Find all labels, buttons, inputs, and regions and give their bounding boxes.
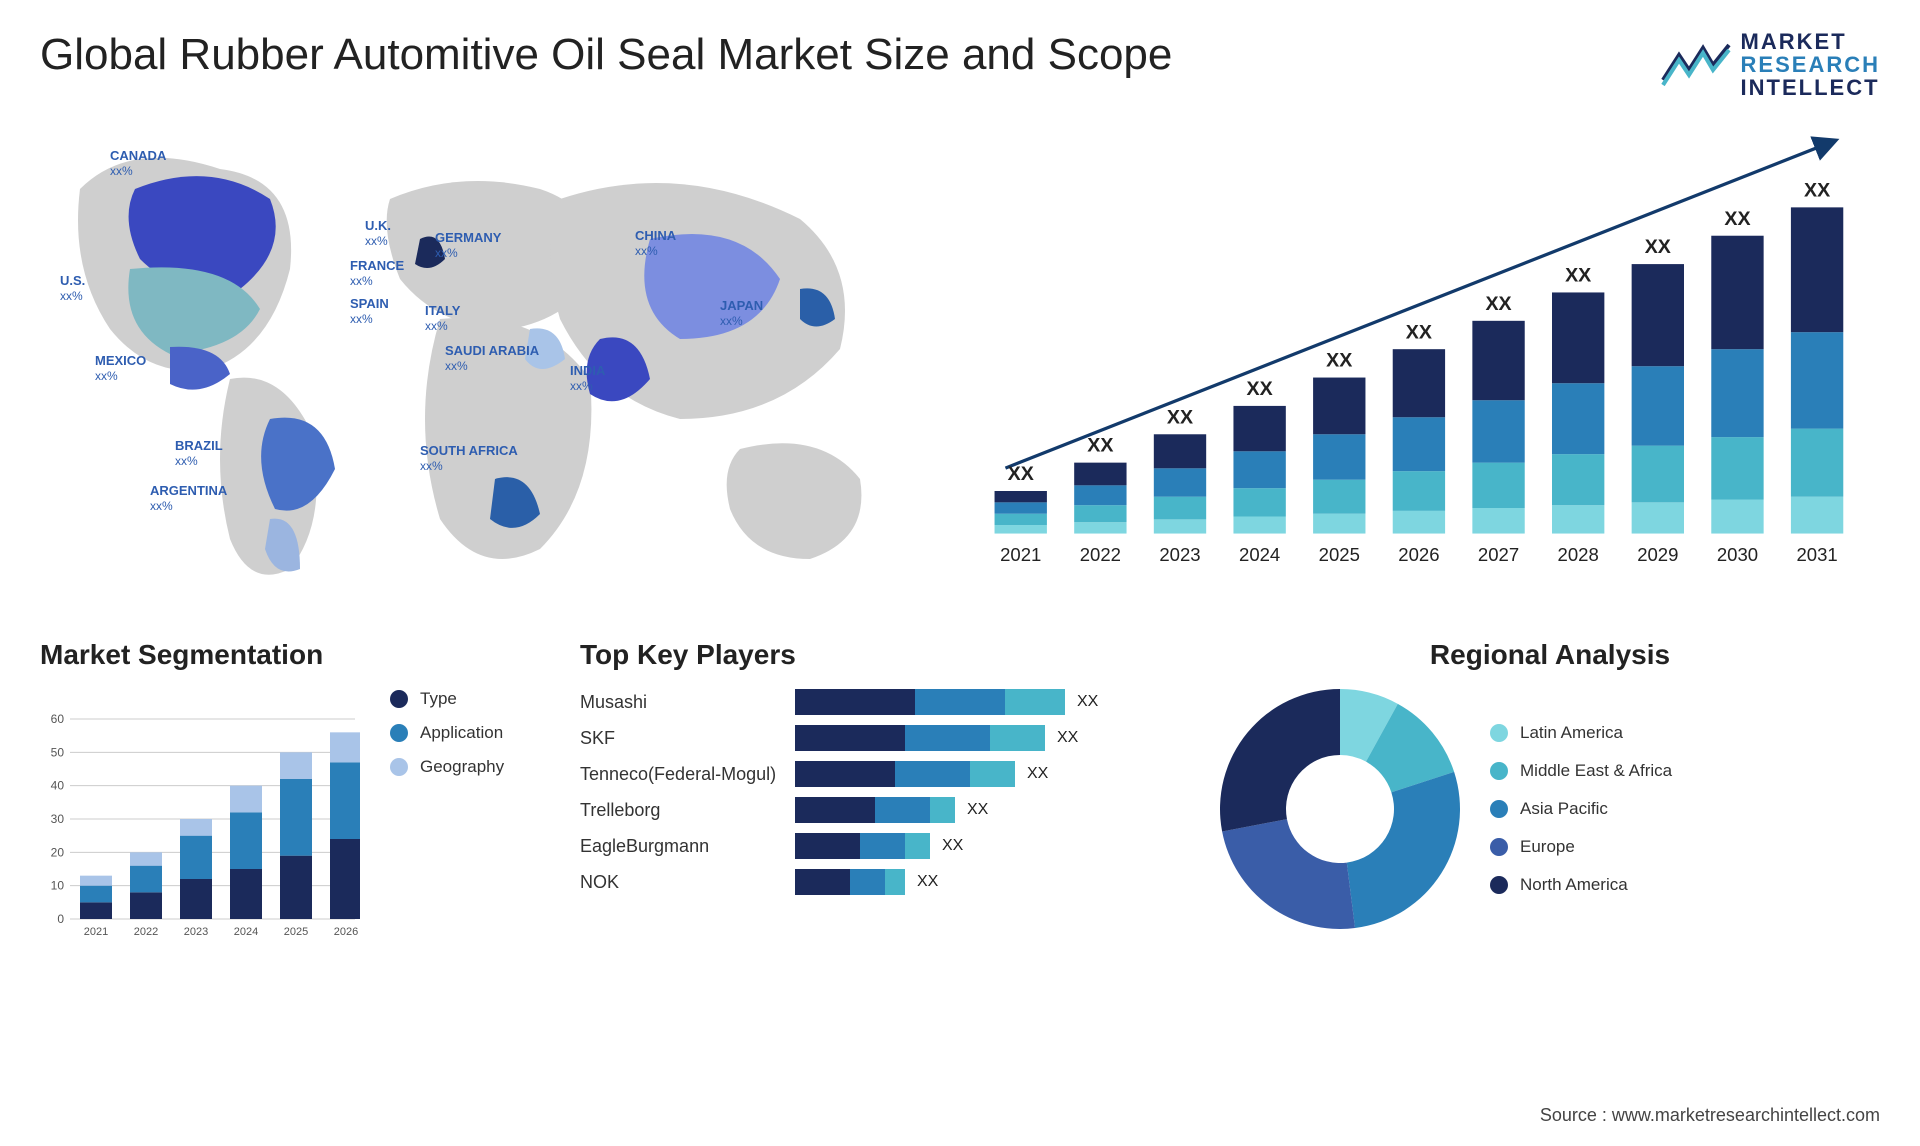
svg-text:XX: XX	[1087, 435, 1113, 457]
segmentation-title: Market Segmentation	[40, 639, 540, 671]
regional-title: Regional Analysis	[1220, 639, 1880, 671]
key-players-title: Top Key Players	[580, 639, 1180, 671]
svg-text:2025: 2025	[1319, 544, 1360, 565]
svg-text:XX: XX	[1724, 208, 1750, 230]
svg-text:2024: 2024	[1239, 544, 1280, 565]
legend-item: Europe	[1490, 837, 1672, 857]
svg-text:2031: 2031	[1796, 544, 1837, 565]
logo-line2: RESEARCH	[1741, 53, 1880, 76]
key-player-row: MusashiXX	[580, 689, 1180, 715]
svg-text:10: 10	[51, 879, 65, 893]
svg-text:2023: 2023	[184, 926, 208, 938]
map-label: ARGENTINAxx%	[150, 484, 227, 513]
svg-text:2022: 2022	[1080, 544, 1121, 565]
map-label: JAPANxx%	[720, 299, 763, 328]
svg-text:2024: 2024	[234, 926, 258, 938]
legend-item: Geography	[390, 757, 504, 777]
map-label: SAUDI ARABIAxx%	[445, 344, 539, 373]
svg-text:XX: XX	[1406, 322, 1432, 344]
svg-text:2030: 2030	[1717, 544, 1758, 565]
svg-text:XX: XX	[1804, 180, 1830, 202]
svg-text:XX: XX	[1485, 293, 1511, 315]
legend-item: North America	[1490, 875, 1672, 895]
svg-text:2026: 2026	[1398, 544, 1439, 565]
segmentation-legend: Type Application Geography	[390, 689, 504, 949]
map-label: CANADAxx%	[110, 149, 166, 178]
legend-item: Middle East & Africa	[1490, 761, 1672, 781]
svg-text:40: 40	[51, 779, 65, 793]
map-label: U.K.xx%	[365, 219, 391, 248]
svg-text:2028: 2028	[1558, 544, 1599, 565]
regional-donut	[1220, 689, 1460, 929]
svg-text:30: 30	[51, 812, 65, 826]
svg-text:2022: 2022	[134, 926, 158, 938]
logo-line3: INTELLECT	[1741, 76, 1880, 99]
regional-legend: Latin America Middle East & Africa Asia Pa…	[1490, 723, 1672, 895]
map-label: MEXICOxx%	[95, 354, 146, 383]
legend-item: Application	[390, 723, 504, 743]
svg-text:XX: XX	[1326, 350, 1352, 372]
map-label: ITALYxx%	[425, 304, 460, 333]
svg-text:2025: 2025	[284, 926, 308, 938]
key-player-row: TrelleborgXX	[580, 797, 1180, 823]
svg-text:20: 20	[51, 846, 65, 860]
svg-text:XX: XX	[1565, 265, 1591, 287]
legend-item: Asia Pacific	[1490, 799, 1672, 819]
svg-text:50: 50	[51, 746, 65, 760]
svg-text:XX: XX	[1247, 378, 1273, 400]
map-label: SPAINxx%	[350, 297, 389, 326]
svg-text:XX: XX	[1008, 463, 1034, 485]
source-attribution: Source : www.marketresearchintellect.com	[1540, 1105, 1880, 1126]
svg-text:XX: XX	[1645, 236, 1671, 258]
svg-text:2023: 2023	[1159, 544, 1200, 565]
svg-text:2029: 2029	[1637, 544, 1678, 565]
growth-chart-panel: XX 2021 XX 2022 XX 2023 XX 2024 XX 2025 XX 2026 XX 20…	[960, 119, 1880, 599]
logo-line1: MARKET	[1741, 30, 1880, 53]
key-player-row: NOKXX	[580, 869, 1180, 895]
svg-text:2021: 2021	[1000, 544, 1041, 565]
map-label: INDIAxx%	[570, 364, 605, 393]
legend-item: Type	[390, 689, 504, 709]
map-label: BRAZILxx%	[175, 439, 223, 468]
svg-text:XX: XX	[1167, 407, 1193, 429]
page-title: Global Rubber Automitive Oil Seal Market…	[40, 30, 1172, 80]
key-player-row: SKFXX	[580, 725, 1180, 751]
svg-text:60: 60	[51, 712, 65, 726]
map-label: U.S.xx%	[60, 274, 85, 303]
map-label: SOUTH AFRICAxx%	[420, 444, 518, 473]
map-label: CHINAxx%	[635, 229, 676, 258]
legend-item: Latin America	[1490, 723, 1672, 743]
key-player-row: EagleBurgmannXX	[580, 833, 1180, 859]
svg-text:2026: 2026	[334, 926, 358, 938]
brand-logo: MARKET RESEARCH INTELLECT	[1661, 30, 1880, 99]
world-map-panel: CANADAxx% U.S.xx% MEXICOxx% BRAZILxx% ARGENT…	[40, 119, 910, 599]
svg-text:2021: 2021	[84, 926, 108, 938]
svg-text:2027: 2027	[1478, 544, 1519, 565]
svg-text:0: 0	[57, 912, 64, 926]
key-player-row: Tenneco(Federal-Mogul)XX	[580, 761, 1180, 787]
map-label: GERMANYxx%	[435, 231, 501, 260]
map-label: FRANCExx%	[350, 259, 404, 288]
